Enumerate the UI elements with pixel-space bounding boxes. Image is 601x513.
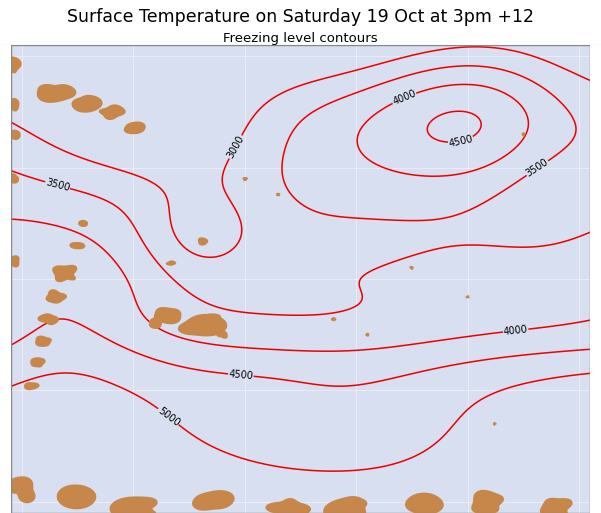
Text: 4000: 4000	[391, 89, 418, 107]
Text: 3000: 3000	[225, 134, 246, 160]
Polygon shape	[522, 132, 525, 136]
Polygon shape	[35, 336, 52, 347]
Polygon shape	[192, 490, 234, 511]
Polygon shape	[124, 122, 146, 134]
Polygon shape	[7, 173, 19, 184]
Polygon shape	[466, 295, 470, 299]
Polygon shape	[109, 497, 157, 513]
Polygon shape	[5, 56, 22, 73]
Text: 5000: 5000	[156, 405, 182, 428]
Polygon shape	[24, 382, 40, 390]
Polygon shape	[331, 317, 337, 321]
Polygon shape	[56, 484, 96, 509]
Polygon shape	[78, 220, 88, 227]
Polygon shape	[99, 104, 126, 120]
Polygon shape	[203, 313, 221, 325]
Text: 4500: 4500	[448, 133, 474, 149]
Polygon shape	[154, 307, 182, 324]
Polygon shape	[216, 330, 228, 339]
Polygon shape	[46, 289, 67, 304]
Polygon shape	[5, 98, 19, 111]
Text: 3500: 3500	[44, 177, 71, 193]
Text: 3500: 3500	[524, 157, 551, 179]
Text: 4000: 4000	[503, 324, 528, 337]
Polygon shape	[471, 490, 504, 513]
Polygon shape	[242, 177, 248, 181]
Polygon shape	[149, 318, 162, 329]
Polygon shape	[266, 498, 311, 513]
Polygon shape	[10, 130, 21, 140]
Polygon shape	[52, 265, 78, 282]
Polygon shape	[69, 242, 85, 249]
Polygon shape	[37, 313, 59, 325]
Polygon shape	[276, 193, 280, 196]
Polygon shape	[493, 422, 497, 426]
Polygon shape	[166, 260, 176, 266]
Polygon shape	[72, 95, 103, 113]
Text: Surface Temperature on Saturday 19 Oct at 3pm +12: Surface Temperature on Saturday 19 Oct a…	[67, 8, 534, 26]
Polygon shape	[405, 492, 444, 513]
Text: 4500: 4500	[228, 369, 254, 381]
Polygon shape	[365, 332, 370, 337]
Text: Freezing level contours: Freezing level contours	[223, 32, 378, 45]
Polygon shape	[3, 476, 35, 503]
Polygon shape	[323, 496, 367, 513]
Polygon shape	[198, 238, 208, 246]
Polygon shape	[540, 498, 573, 513]
Polygon shape	[6, 255, 20, 267]
Polygon shape	[37, 84, 76, 103]
Polygon shape	[409, 266, 414, 270]
Polygon shape	[178, 314, 227, 337]
Polygon shape	[30, 357, 46, 367]
